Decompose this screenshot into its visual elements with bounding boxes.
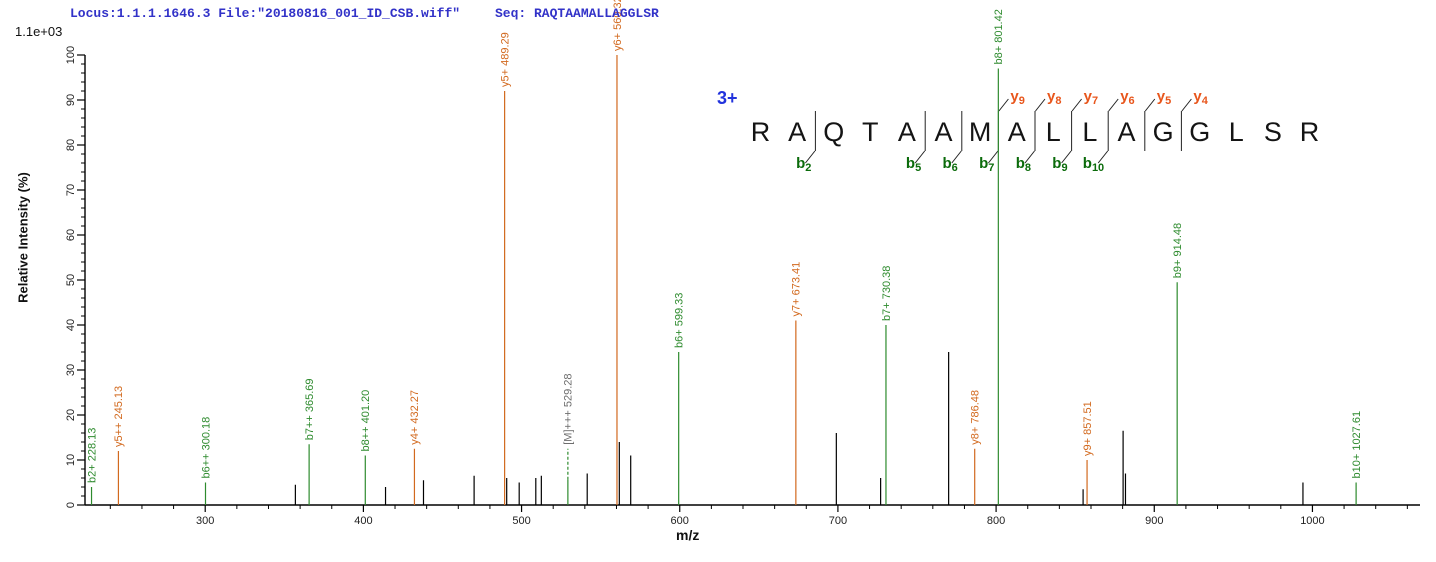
b-ion-connector: [805, 150, 816, 164]
peak-label: b2+ 228.13: [86, 428, 98, 483]
residue-L: L: [1082, 117, 1097, 147]
y-ion-connector: [1071, 98, 1082, 112]
x-tick-label: 900: [1145, 515, 1163, 527]
b-ion-label-b2: b2: [796, 155, 811, 174]
b-ion-label-b5: b5: [906, 155, 921, 174]
y-ion-connector: [1144, 98, 1156, 112]
y-tick-label: 90: [65, 94, 77, 106]
y-ion-connector: [1181, 98, 1192, 112]
peak-label: b7+ 730.38: [881, 266, 893, 321]
y-ion-label-y7: y7: [1084, 88, 1098, 107]
peak-label: y8+ 786.48: [970, 390, 982, 445]
y-tick-label: 40: [65, 319, 77, 331]
peak-label: b8+ 801.42: [993, 9, 1005, 64]
b-ion-connector: [1097, 150, 1109, 164]
x-tick-label: 800: [987, 515, 1005, 527]
y-tick-label: 60: [65, 229, 77, 241]
b-ion-connector: [951, 150, 962, 164]
b-ion-connector: [988, 150, 999, 164]
y-axis-title: Relative Intensity (%): [15, 172, 31, 303]
x-tick-label: 300: [196, 515, 214, 527]
residue-A: A: [788, 117, 806, 147]
y-tick-label: 30: [65, 364, 77, 376]
y-ion-label-y4: y4: [1193, 88, 1208, 107]
peak-label: b7++ 365.69: [304, 378, 316, 440]
x-tick-label: 500: [512, 515, 530, 527]
b-ion-connector: [1061, 150, 1072, 164]
y-ion-label-y9: y9: [1010, 88, 1024, 107]
peak-label: y7+ 673.41: [791, 262, 803, 317]
y-tick-label: 0: [65, 502, 77, 508]
peak-label: b9+ 914.48: [1172, 223, 1184, 278]
residue-R: R: [751, 117, 771, 147]
y-ion-label-y8: y8: [1047, 88, 1061, 107]
residue-A: A: [1117, 117, 1135, 147]
residue-R: R: [1300, 117, 1320, 147]
x-axis-title: m/z: [676, 527, 700, 543]
b-ion-label-b6: b6: [943, 155, 958, 174]
x-tick-label: 400: [354, 515, 372, 527]
residue-T: T: [862, 117, 879, 147]
peak-label: b10+ 1027.61: [1351, 411, 1363, 479]
b-ion-label-b8: b8: [1016, 155, 1031, 174]
residue-M: M: [969, 117, 992, 147]
peak-label: y6+ 560.32: [612, 0, 624, 51]
y-ion-label-y5: y5: [1157, 88, 1171, 107]
y-tick-label: 50: [65, 274, 77, 286]
b-ion-label-b7: b7: [979, 155, 994, 174]
peak-label: b8++ 401.20: [360, 390, 372, 452]
y-tick-label: 10: [65, 454, 77, 466]
peak-label: y5+ 489.29: [499, 32, 511, 87]
peak-label: [M]+++ 529.28: [563, 374, 575, 445]
residue-G: G: [1153, 117, 1174, 147]
x-tick-label: 600: [671, 515, 689, 527]
residue-Q: Q: [823, 117, 844, 147]
residue-L: L: [1229, 117, 1244, 147]
b-ion-connector: [914, 150, 926, 164]
sequence-header-label: Seq: RAQTAAMALLAGGLSR: [495, 6, 659, 21]
residue-A: A: [898, 117, 916, 147]
y-tick-label: 100: [65, 46, 77, 64]
residue-S: S: [1264, 117, 1282, 147]
peak-label: y9+ 857.51: [1082, 401, 1094, 456]
peak-label: y5++ 245.13: [113, 386, 125, 447]
residue-A: A: [1008, 117, 1026, 147]
residue-L: L: [1046, 117, 1061, 147]
peak-label: b6++ 300.18: [200, 417, 212, 479]
y-axis-absolute-max-label: 1.1e+03: [15, 24, 63, 39]
precursor-charge-label: 3+: [717, 88, 738, 108]
peak-label: y4+ 432.27: [409, 390, 421, 445]
y-ion-connector: [998, 98, 1009, 112]
y-ion-connector: [1035, 98, 1046, 112]
x-tick-label: 700: [829, 515, 847, 527]
b-ion-label-b10: b10: [1083, 155, 1104, 174]
residue-A: A: [934, 117, 952, 147]
y-tick-label: 70: [65, 184, 77, 196]
x-tick-label: 1000: [1300, 515, 1324, 527]
y-ion-label-y6: y6: [1120, 88, 1134, 107]
y-tick-label: 80: [65, 139, 77, 151]
residue-G: G: [1189, 117, 1210, 147]
y-ion-connector: [1108, 98, 1119, 112]
y-tick-label: 20: [65, 409, 77, 421]
peak-label: b6+ 599.33: [673, 293, 685, 348]
b-ion-connector: [1024, 150, 1035, 164]
b-ion-label-b9: b9: [1052, 155, 1067, 174]
locus-file-label: Locus:1.1.1.1646.3 File:"20180816_001_ID…: [70, 6, 461, 21]
